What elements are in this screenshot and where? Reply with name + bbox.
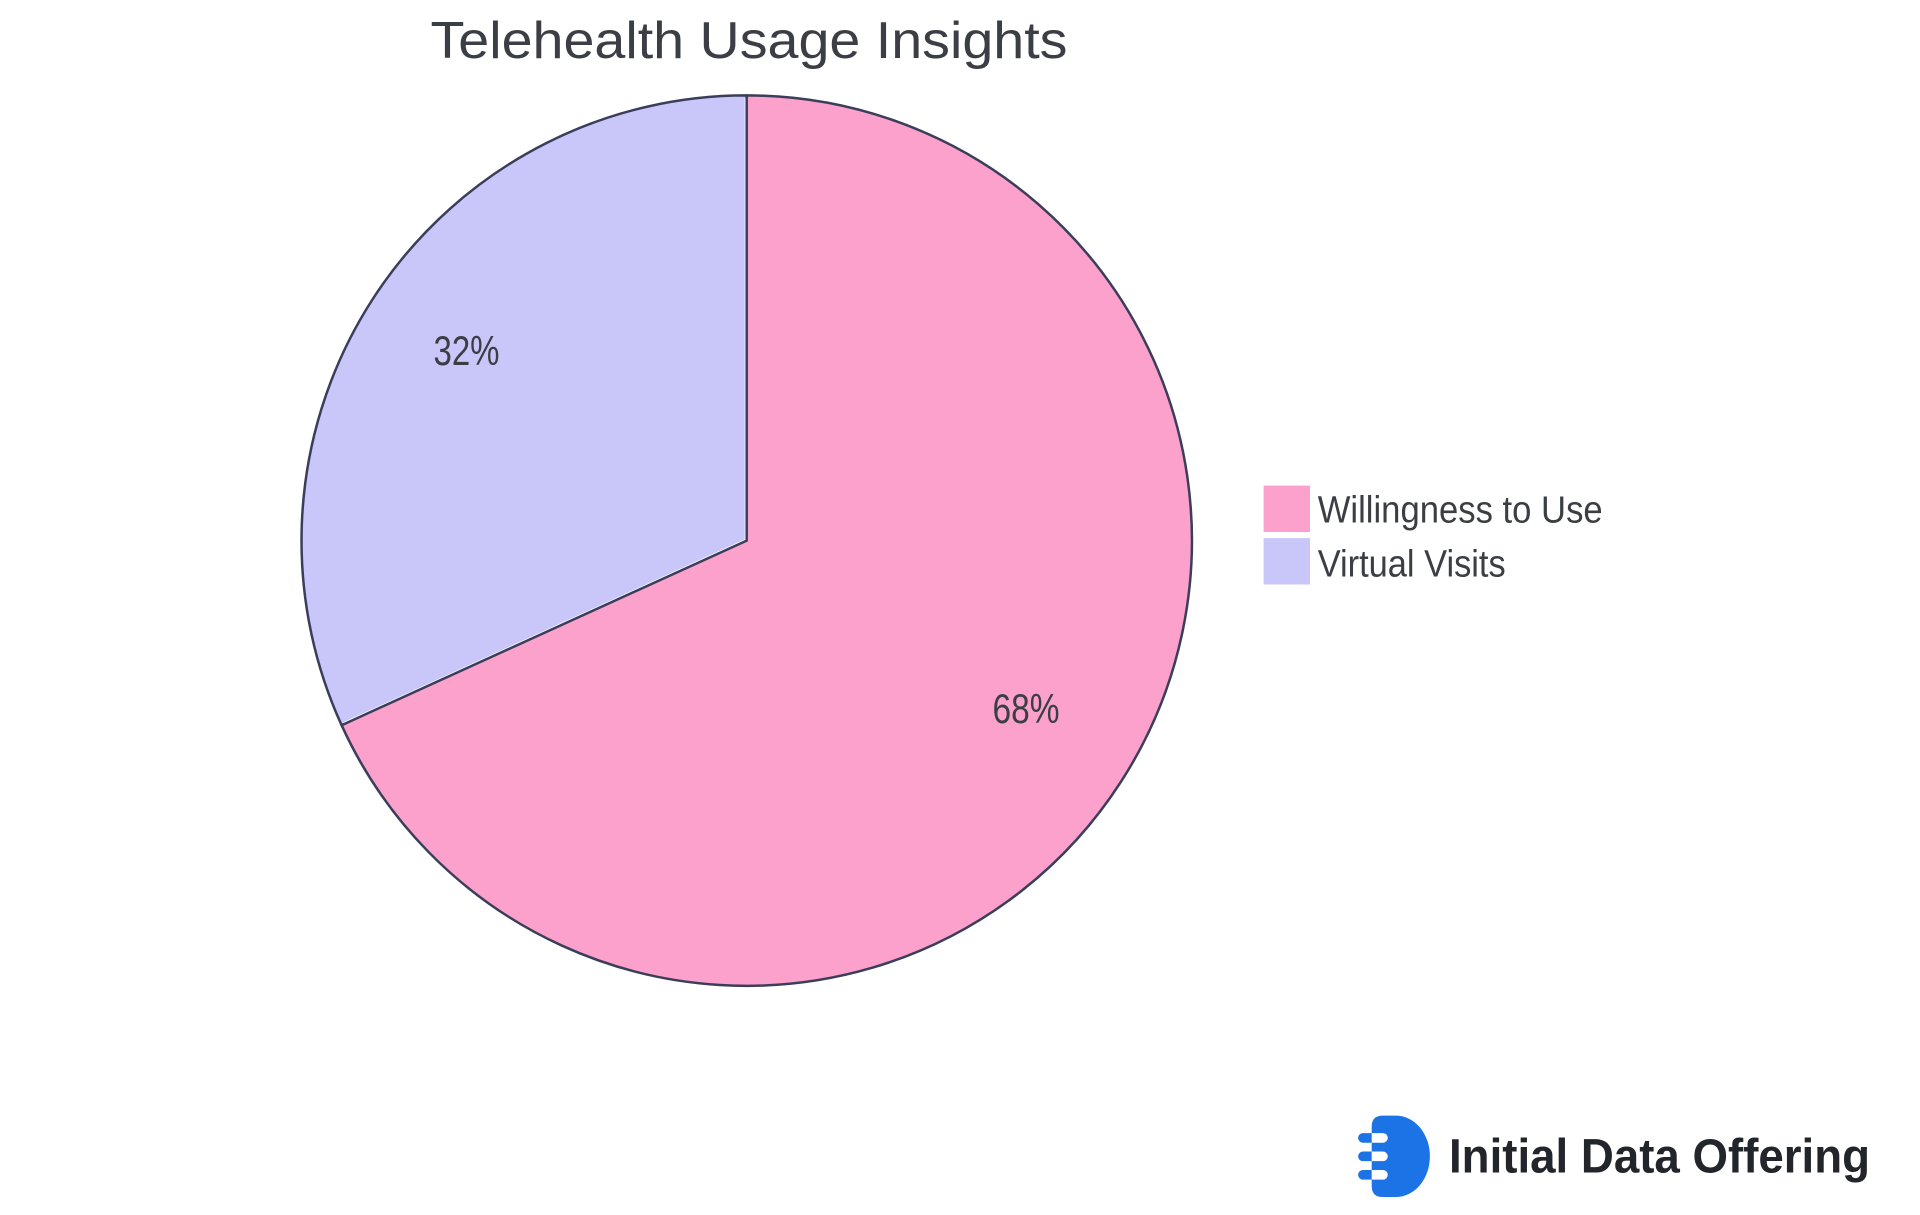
svg-text:Virtual Visits: Virtual Visits: [1318, 543, 1506, 586]
svg-text:Telehealth Usage Insights: Telehealth Usage Insights: [431, 12, 1068, 70]
svg-text:32%: 32%: [434, 327, 500, 374]
svg-text:Initial Data Offering: Initial Data Offering: [1449, 1130, 1870, 1183]
svg-text:68%: 68%: [993, 685, 1060, 732]
svg-text:Willingness to Use: Willingness to Use: [1318, 489, 1603, 532]
